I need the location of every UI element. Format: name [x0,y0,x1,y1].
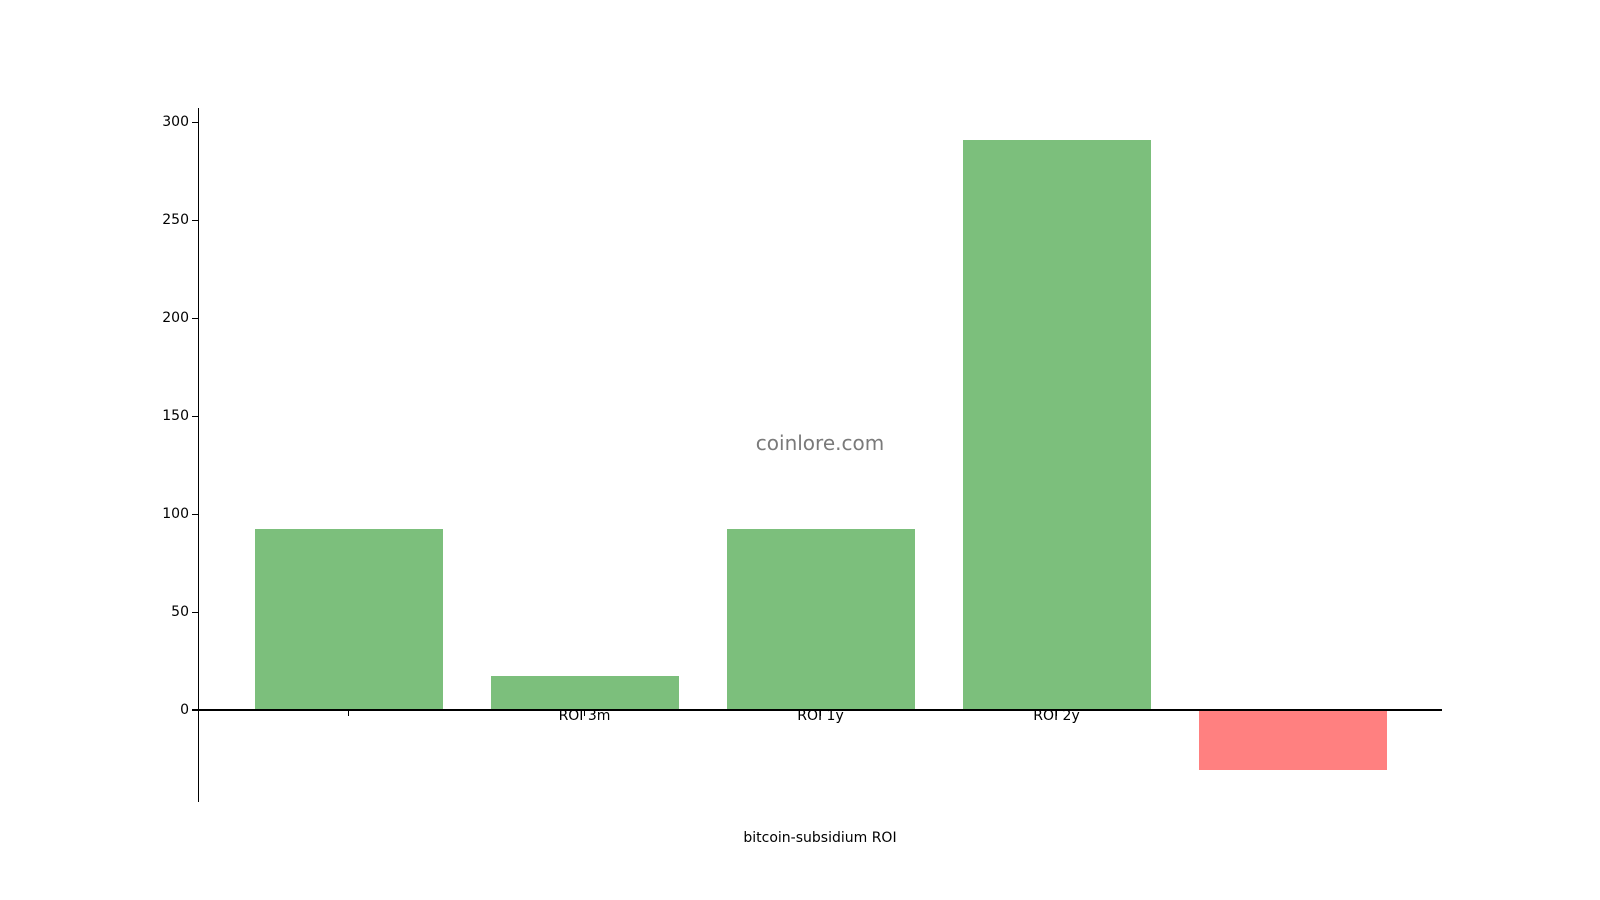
bar-roi-3m [490,676,679,711]
y-tick-label: 200 [162,310,189,327]
x-axis-line [197,709,1442,711]
y-tick [191,709,198,711]
bar-category-4 [1198,710,1387,770]
y-tick-label: 100 [162,506,189,523]
y-tick [191,219,198,221]
bar-category-0 [254,528,443,711]
bar-roi-1y [726,528,915,711]
x-tick-label: ROI 1y [797,708,844,725]
x-tick-label: ROI 3m [558,708,611,725]
y-tick [191,415,198,417]
y-tick [191,513,198,515]
x-tick [1055,710,1058,717]
x-axis-title: bitcoin-subsidium ROI [743,830,897,846]
x-tick [347,710,350,717]
y-tick [191,317,198,319]
bar-roi-2y [962,139,1151,711]
x-tick [583,710,586,717]
y-tick-label: 150 [162,408,189,425]
y-tick [191,121,198,124]
y-tick-label: 0 [180,702,189,719]
y-tick-label: 250 [162,212,189,229]
y-axis-line [197,108,199,802]
watermark: coinlore.com [755,431,885,455]
x-tick-label: ROI 2y [1033,708,1080,725]
x-tick [819,710,822,717]
y-tick-label: 50 [171,604,189,621]
y-tick [191,611,198,613]
y-tick-label: 300 [162,114,189,131]
